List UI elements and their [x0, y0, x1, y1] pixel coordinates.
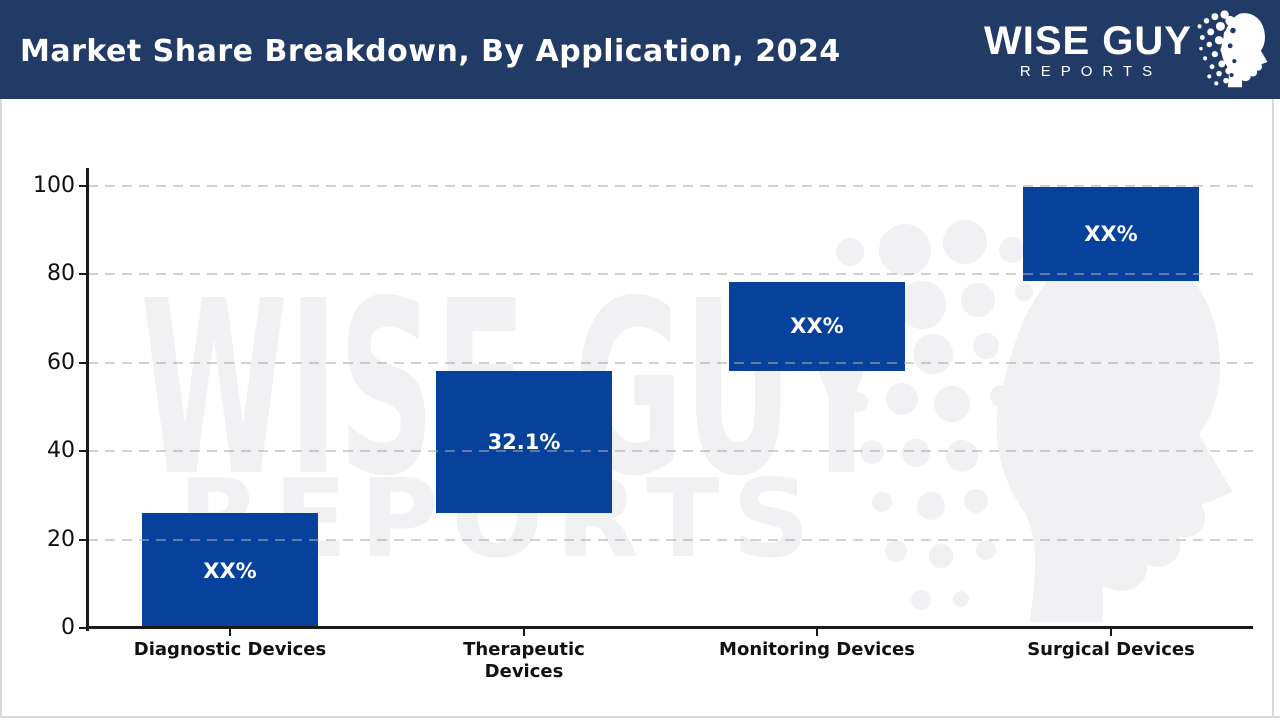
logo-head-icon	[1197, 10, 1268, 88]
y-tick-mark	[79, 184, 88, 187]
gridline	[88, 538, 1253, 541]
wiseguy-logo: WISE GUY REPORTS	[984, 4, 1274, 96]
y-tick-mark	[79, 538, 88, 541]
gridline	[88, 273, 1253, 275]
logo-reports-label: REPORTS	[1019, 63, 1163, 80]
y-tick-label: 60	[47, 349, 75, 375]
y-tick-mark	[79, 450, 88, 452]
x-tick-mark	[816, 629, 818, 636]
bar	[729, 281, 905, 372]
bar	[1023, 186, 1199, 281]
x-tick-label: Diagnostic Devices	[133, 639, 327, 660]
x-tick-mark	[1110, 629, 1112, 636]
header-bar: Market Share Breakdown, By Application, …	[0, 0, 1280, 99]
y-tick-label: 40	[47, 438, 75, 463]
gridline	[88, 450, 1253, 452]
logo-text: WISE GUY REPORTS	[984, 21, 1192, 79]
y-tick-label: 80	[47, 261, 75, 286]
y-tick-label: 20	[47, 526, 75, 552]
logo-wiseguy-label: WISE GUY	[983, 19, 1192, 63]
y-tick-mark	[79, 627, 88, 629]
bar	[142, 513, 318, 628]
x-tick-mark	[229, 629, 231, 636]
bar	[436, 371, 612, 514]
bar-value-label: 32.1%	[487, 430, 561, 455]
y-tick-mark	[79, 273, 88, 275]
gridline	[88, 361, 1253, 364]
x-tick-mark	[523, 629, 525, 636]
y-tick-label: 0	[61, 615, 75, 640]
page-title: Market Share Breakdown, By Application, …	[20, 34, 841, 69]
y-axis-line	[86, 168, 89, 631]
page-border-bottom	[0, 716, 1280, 718]
bar-value-label: XX%	[790, 314, 844, 339]
y-tick-mark	[79, 361, 88, 364]
x-tick-label: Therapeutic Devices	[463, 639, 585, 682]
page-border-right	[1272, 99, 1274, 718]
bar-value-label: XX%	[203, 558, 257, 583]
y-tick-label: 100	[33, 172, 75, 198]
page-border-left	[0, 99, 2, 718]
x-tick-label: Monitoring Devices	[719, 639, 915, 660]
x-tick-label: Surgical Devices	[1027, 639, 1195, 660]
x-axis-line	[86, 626, 1253, 629]
watermark-head-silhouette	[996, 242, 1233, 622]
gridline	[88, 184, 1253, 187]
bar-value-label: XX%	[1084, 221, 1138, 246]
